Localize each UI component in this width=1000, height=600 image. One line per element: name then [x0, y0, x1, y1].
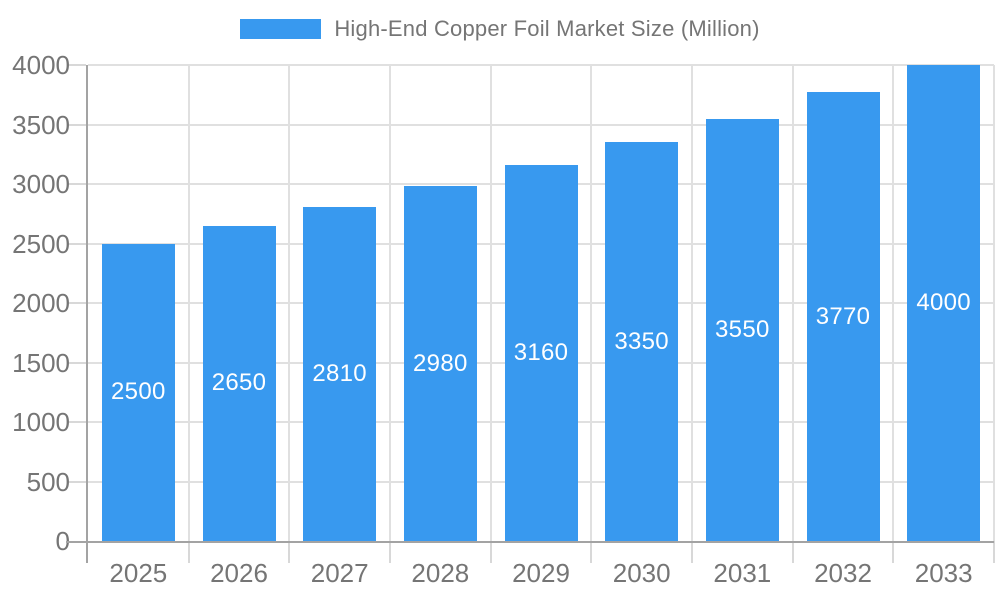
bar-value-label: 3350: [614, 327, 669, 355]
y-axis-label: 0: [55, 526, 70, 556]
y-axis-line: [86, 65, 88, 563]
x-gridline: [993, 65, 995, 541]
legend-label: High-End Copper Foil Market Size (Millio…: [334, 16, 760, 41]
y-tick: [68, 183, 86, 185]
x-tick: [691, 541, 693, 563]
x-tick: [187, 541, 190, 563]
bar-value-label: 3160: [513, 338, 569, 366]
bar-value-label: 2650: [211, 369, 267, 397]
x-tick: [389, 541, 391, 563]
bar-2026: 2650: [202, 225, 276, 541]
y-axis-label: 1000: [12, 407, 70, 437]
y-tick: [68, 123, 86, 126]
y-tick: [68, 421, 86, 423]
x-tick: [288, 541, 291, 563]
x-axis-line: [66, 541, 994, 543]
x-axis-label: 2030: [612, 558, 671, 588]
y-axis-label: 2500: [12, 228, 70, 259]
x-tick: [590, 541, 593, 563]
y-tick: [68, 480, 86, 483]
bar-2028: 2980: [403, 186, 477, 541]
x-axis-label: 2033: [914, 558, 973, 588]
bar-2030: 3350: [605, 142, 679, 541]
bar-2029: 3160: [504, 164, 578, 541]
bar-value-label: 3550: [715, 315, 770, 343]
y-axis-label: 3500: [12, 109, 70, 140]
y-axis-label: 500: [26, 466, 70, 497]
y-gridline: [88, 64, 994, 66]
y-axis-label: 1500: [12, 347, 70, 378]
bar-value-label: 2500: [111, 378, 166, 406]
bar-value-label: 2980: [413, 349, 468, 377]
legend-swatch: [240, 19, 322, 39]
y-tick: [68, 242, 86, 245]
x-axis-label: 2029: [512, 558, 570, 588]
y-tick: [68, 361, 86, 364]
x-axis-label: 2027: [310, 558, 369, 588]
bar-2031: 3550: [705, 118, 779, 541]
y-axis-label: 2000: [12, 288, 70, 318]
bar-value-label: 3770: [815, 302, 871, 330]
bar-value-label: 4000: [916, 289, 971, 316]
bar-2025: 2500: [101, 243, 175, 541]
x-axis-label: 2025: [109, 558, 168, 588]
bar-2033: 4000: [907, 65, 981, 541]
y-axis-label: 3000: [12, 169, 70, 199]
x-axis-label: 2031: [713, 558, 772, 588]
y-tick: [68, 302, 86, 304]
bar-2032: 3770: [806, 92, 880, 541]
legend-item[interactable]: High-End Copper Foil Market Size (Millio…: [0, 10, 1000, 48]
y-axis-label: 4000: [12, 50, 70, 80]
bar-value-label: 2810: [312, 359, 367, 387]
x-axis-label: 2026: [210, 558, 268, 588]
x-axis-label: 2028: [411, 558, 470, 588]
x-tick: [993, 541, 995, 563]
x-axis-label: 2032: [814, 558, 872, 588]
bar-2027: 2810: [303, 206, 377, 541]
y-gridline: [88, 123, 994, 126]
y-tick: [68, 64, 86, 66]
plot-area: 0 500 1000 1500 2000 2500 3000 3500 4000 2500 2650…: [12, 50, 995, 588]
x-tick: [892, 541, 895, 563]
x-tick: [791, 541, 794, 563]
x-tick: [489, 541, 492, 563]
